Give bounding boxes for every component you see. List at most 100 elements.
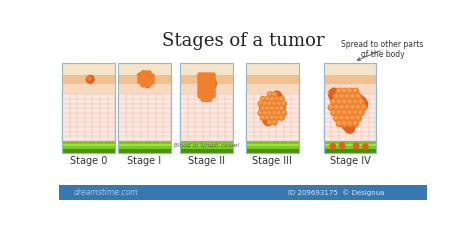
- Circle shape: [198, 87, 202, 91]
- Circle shape: [278, 102, 280, 104]
- Circle shape: [328, 105, 334, 110]
- Bar: [246, 141, 299, 149]
- Circle shape: [201, 73, 205, 77]
- Circle shape: [329, 105, 332, 108]
- Bar: [63, 141, 115, 149]
- Circle shape: [267, 101, 273, 106]
- Bar: [246, 94, 299, 141]
- Circle shape: [350, 105, 356, 110]
- Circle shape: [264, 111, 266, 114]
- Circle shape: [280, 107, 283, 109]
- Circle shape: [208, 94, 212, 98]
- Circle shape: [346, 94, 348, 97]
- Circle shape: [270, 97, 275, 101]
- Circle shape: [201, 83, 205, 88]
- Bar: [180, 94, 233, 141]
- Circle shape: [358, 99, 364, 105]
- Bar: [324, 94, 376, 141]
- Circle shape: [283, 102, 285, 104]
- Circle shape: [351, 94, 354, 97]
- Circle shape: [270, 106, 275, 111]
- Bar: [180, 144, 233, 146]
- Bar: [324, 149, 376, 153]
- Circle shape: [354, 100, 356, 103]
- Circle shape: [274, 115, 280, 120]
- Circle shape: [340, 94, 343, 97]
- Circle shape: [340, 116, 343, 119]
- Polygon shape: [137, 73, 154, 88]
- Circle shape: [211, 90, 215, 94]
- Circle shape: [201, 97, 205, 101]
- Bar: [59, 185, 427, 200]
- Circle shape: [204, 80, 209, 84]
- Circle shape: [138, 74, 142, 78]
- Circle shape: [198, 80, 202, 84]
- Circle shape: [345, 115, 350, 121]
- Bar: [246, 63, 299, 153]
- Circle shape: [261, 97, 265, 101]
- Bar: [180, 84, 233, 94]
- Circle shape: [354, 89, 356, 92]
- Circle shape: [258, 101, 263, 106]
- Bar: [324, 144, 376, 146]
- Circle shape: [273, 111, 275, 114]
- Bar: [246, 144, 299, 146]
- Circle shape: [204, 94, 209, 98]
- Circle shape: [356, 105, 361, 110]
- Bar: [63, 144, 115, 146]
- Circle shape: [150, 80, 154, 84]
- Circle shape: [272, 101, 277, 106]
- Circle shape: [342, 121, 348, 127]
- Text: dreamstime.com: dreamstime.com: [73, 188, 138, 197]
- Circle shape: [343, 122, 346, 124]
- Circle shape: [204, 97, 209, 101]
- Bar: [324, 141, 376, 149]
- Circle shape: [268, 121, 271, 123]
- Circle shape: [348, 100, 351, 103]
- Circle shape: [275, 116, 278, 118]
- Circle shape: [87, 76, 91, 80]
- Circle shape: [266, 97, 268, 100]
- Circle shape: [275, 97, 278, 100]
- Circle shape: [263, 111, 268, 115]
- Circle shape: [359, 111, 362, 113]
- Circle shape: [268, 102, 271, 104]
- Circle shape: [268, 93, 271, 95]
- Circle shape: [198, 76, 202, 81]
- Circle shape: [261, 107, 264, 109]
- Circle shape: [265, 115, 270, 120]
- Circle shape: [348, 122, 351, 124]
- Circle shape: [201, 76, 205, 81]
- Circle shape: [330, 143, 336, 149]
- Circle shape: [208, 87, 212, 91]
- Circle shape: [198, 94, 202, 98]
- Circle shape: [347, 121, 353, 127]
- Text: Blood or lymph vessel: Blood or lymph vessel: [174, 143, 239, 148]
- Circle shape: [337, 121, 342, 127]
- Circle shape: [211, 94, 215, 98]
- Circle shape: [211, 80, 215, 84]
- Circle shape: [356, 94, 361, 99]
- Circle shape: [271, 107, 273, 109]
- Circle shape: [337, 99, 342, 105]
- Circle shape: [274, 106, 280, 111]
- Circle shape: [343, 100, 346, 103]
- Circle shape: [278, 111, 280, 114]
- Bar: [180, 63, 233, 75]
- Bar: [63, 84, 115, 94]
- Circle shape: [138, 77, 142, 81]
- Circle shape: [271, 116, 273, 118]
- Circle shape: [273, 102, 275, 104]
- Bar: [63, 63, 115, 153]
- Circle shape: [356, 94, 359, 97]
- Circle shape: [351, 116, 354, 119]
- Circle shape: [339, 105, 345, 110]
- Circle shape: [356, 105, 359, 108]
- Circle shape: [201, 87, 205, 91]
- Circle shape: [267, 120, 273, 125]
- Circle shape: [331, 110, 337, 116]
- Circle shape: [334, 115, 339, 121]
- Circle shape: [356, 115, 361, 121]
- Circle shape: [353, 143, 359, 148]
- Circle shape: [280, 116, 283, 118]
